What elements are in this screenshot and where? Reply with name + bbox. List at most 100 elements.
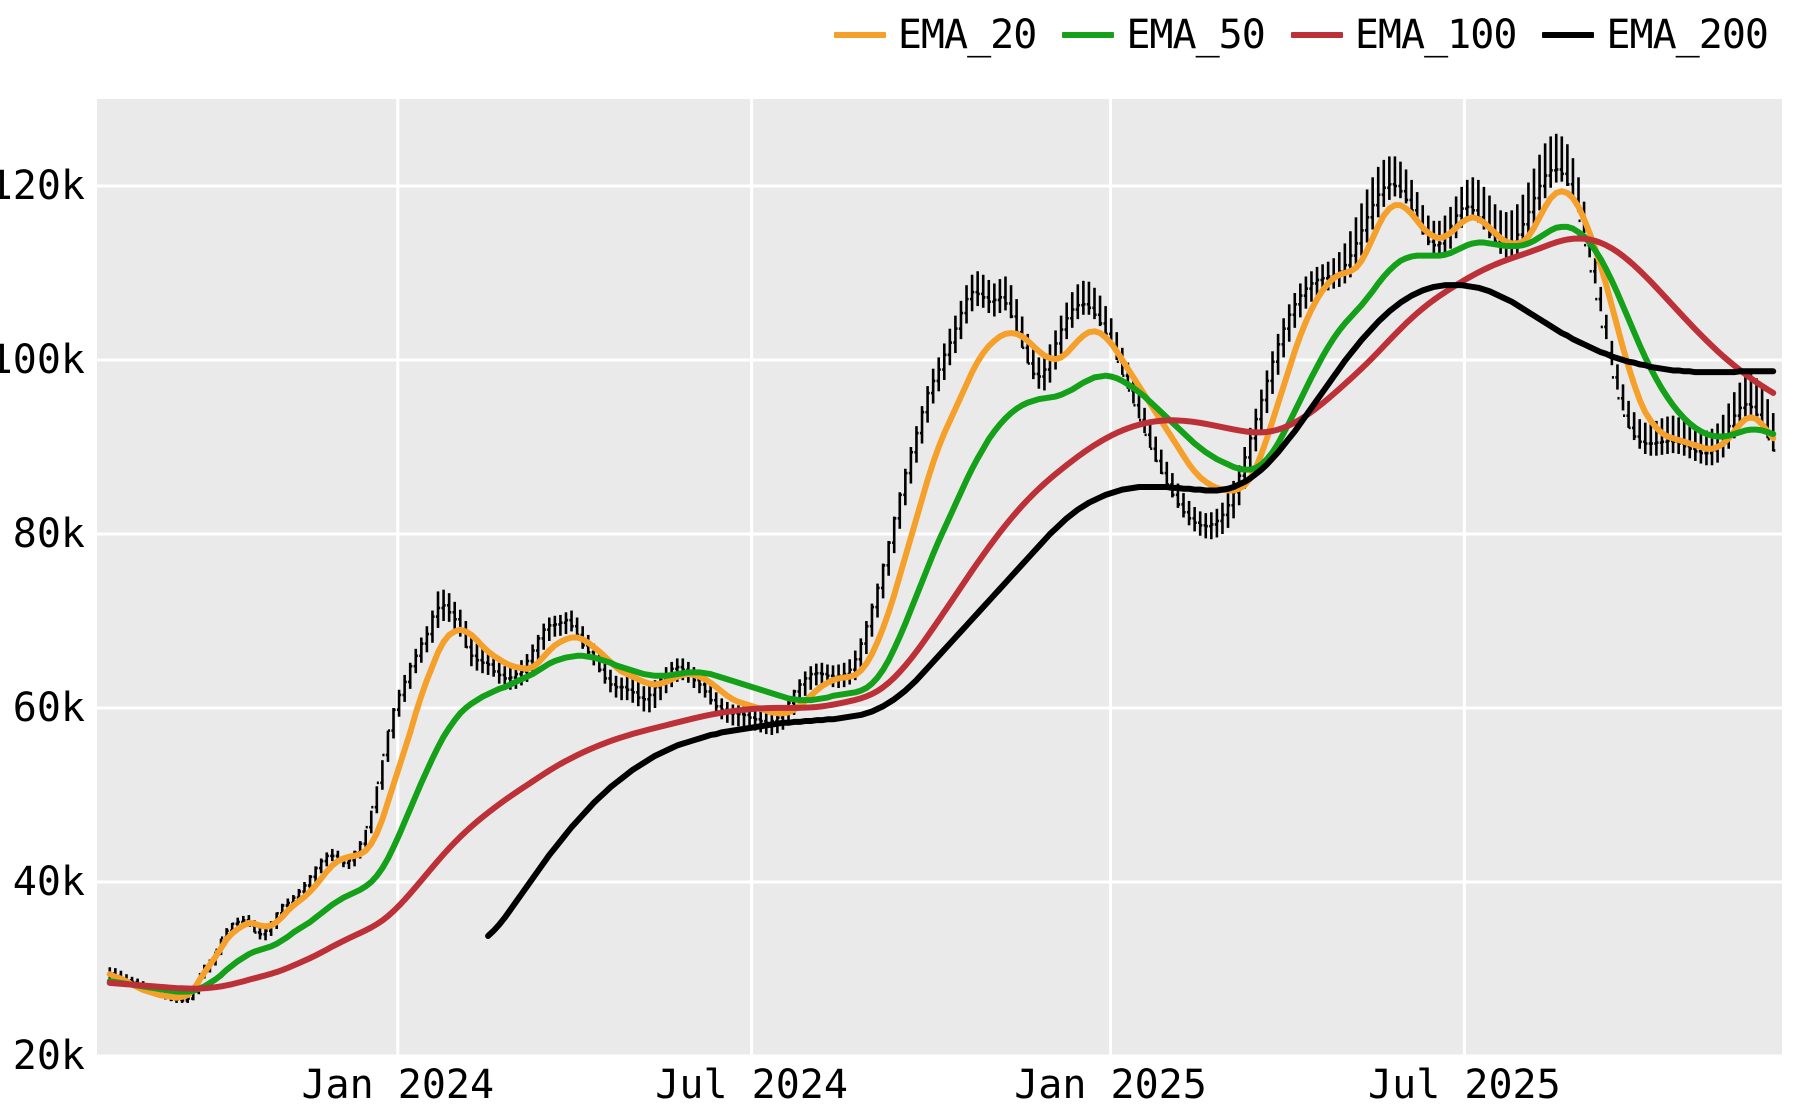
ohlc-bar [1353, 217, 1359, 268]
ohlc-bar [1314, 266, 1320, 297]
ohlc-bar [1593, 258, 1598, 301]
ohlc-bar [1604, 314, 1609, 355]
ohlc-bar [324, 852, 329, 867]
ohlc-bar [1626, 400, 1631, 430]
y-tick-label: 120k [0, 163, 85, 209]
ohlc-bar [1031, 349, 1036, 380]
ohlc-bar [1548, 136, 1553, 188]
ohlc-bar [925, 386, 930, 423]
ohlc-bar [714, 692, 719, 714]
ohlc-bar [1036, 357, 1041, 389]
ohlc-bar [1465, 179, 1470, 221]
ohlc-bar [1598, 286, 1603, 329]
legend-entry-ema_100[interactable]: EMA_100 [1290, 12, 1517, 58]
ohlc-bar [1559, 136, 1564, 182]
ohlc-bar [1225, 493, 1231, 528]
ohlc-bar [396, 689, 402, 717]
ohlc-bar [435, 591, 441, 628]
ohlc-bar [385, 729, 391, 762]
legend-swatch-icon [833, 32, 886, 38]
ohlc-bar [1070, 292, 1075, 328]
ohlc-bar [1682, 420, 1687, 456]
chart-legend: EMA_20 EMA_50 EMA_100 EMA_200 [0, 0, 1800, 70]
ohlc-bar [1159, 449, 1164, 475]
ohlc-bar [1632, 412, 1637, 441]
ohlc-bar [1670, 415, 1676, 454]
ohlc-bar [469, 636, 474, 667]
ohlc-bar [636, 681, 641, 707]
ohlc-bar [1092, 287, 1097, 320]
ohlc-bar [419, 637, 424, 663]
ohlc-bar [953, 315, 958, 354]
ohlc-bar [536, 634, 541, 662]
ohlc-bar [1470, 177, 1475, 220]
ohlc-bar [919, 406, 925, 444]
ohlc-bar [1220, 502, 1225, 534]
legend-swatch-icon [1542, 32, 1595, 38]
ohlc-bar [992, 283, 997, 317]
ohlc-bar [1058, 315, 1064, 354]
ohlc-bar [1292, 293, 1297, 328]
ohlc-bar [1376, 166, 1381, 218]
ohlc-bar [1081, 280, 1086, 315]
ohlc-bar [975, 271, 980, 307]
legend-label: EMA_50 [1126, 12, 1265, 58]
ohlc-bar [803, 671, 808, 696]
ohlc-bar [380, 753, 385, 790]
ohlc-bar [452, 601, 457, 630]
ohlc-bar [931, 368, 936, 404]
ohlc-bar [1504, 212, 1509, 258]
ohlc-bar [814, 663, 819, 686]
legend-entry-ema_50[interactable]: EMA_50 [1062, 12, 1266, 58]
ohlc-bar [1198, 511, 1203, 536]
ohlc-bar [1281, 318, 1286, 358]
ohlc-bar [869, 603, 875, 637]
ohlc-bar [897, 492, 902, 529]
ohlc-bar [569, 610, 574, 632]
ohlc-bar [1214, 508, 1219, 538]
ohlc-bar [1537, 154, 1542, 211]
ohlc-bar [958, 300, 964, 340]
ohlc-bar [474, 643, 480, 671]
ohlc-bar [947, 328, 952, 366]
ohlc-bar [1103, 306, 1108, 336]
ohlc-bar [1148, 422, 1153, 451]
ohlc-bar [1531, 168, 1537, 225]
ohlc-bar [1259, 389, 1264, 433]
ema-line-ema_20 [106, 188, 1777, 1001]
ohlc-bar [547, 617, 552, 642]
ohlc-bar [847, 659, 852, 685]
ohlc-bar [647, 686, 652, 713]
ohlc-bar [1270, 351, 1275, 394]
ohlc-bar [1042, 354, 1047, 391]
ohlc-bar [1337, 252, 1342, 287]
ohlc-bar [1136, 393, 1142, 422]
ohlc-bar [1209, 512, 1214, 540]
legend-entry-ema_200[interactable]: EMA_200 [1542, 12, 1769, 58]
ohlc-bar [541, 623, 546, 650]
ohlc-bar [997, 279, 1003, 314]
ohlc-bar [1743, 375, 1748, 421]
ohlc-bar [1392, 156, 1398, 197]
legend-entry-ema_20[interactable]: EMA_20 [833, 12, 1037, 58]
ohlc-bar [1370, 177, 1375, 230]
ohlc-bar [1398, 161, 1403, 199]
ohlc-bar [1309, 271, 1314, 302]
ohlc-bar [708, 684, 713, 705]
ohlc-bar [408, 662, 413, 689]
ohlc-bar [1008, 285, 1014, 319]
ohlc-bar [402, 674, 407, 702]
ohlc-bar [964, 285, 969, 324]
ohlc-bar [1359, 203, 1364, 256]
ohlc-bar [441, 589, 446, 621]
ohlc-bar [969, 274, 975, 312]
ohlc-bar [1192, 507, 1197, 532]
ohlc-bar [552, 615, 557, 637]
ohlc-bar [257, 926, 263, 940]
ohlc-bar [1403, 169, 1409, 204]
ohlc-bar [903, 468, 908, 506]
ohlc-bar [1543, 143, 1548, 199]
ohlc-bar [1181, 493, 1186, 518]
ohlc-bar [808, 666, 813, 690]
